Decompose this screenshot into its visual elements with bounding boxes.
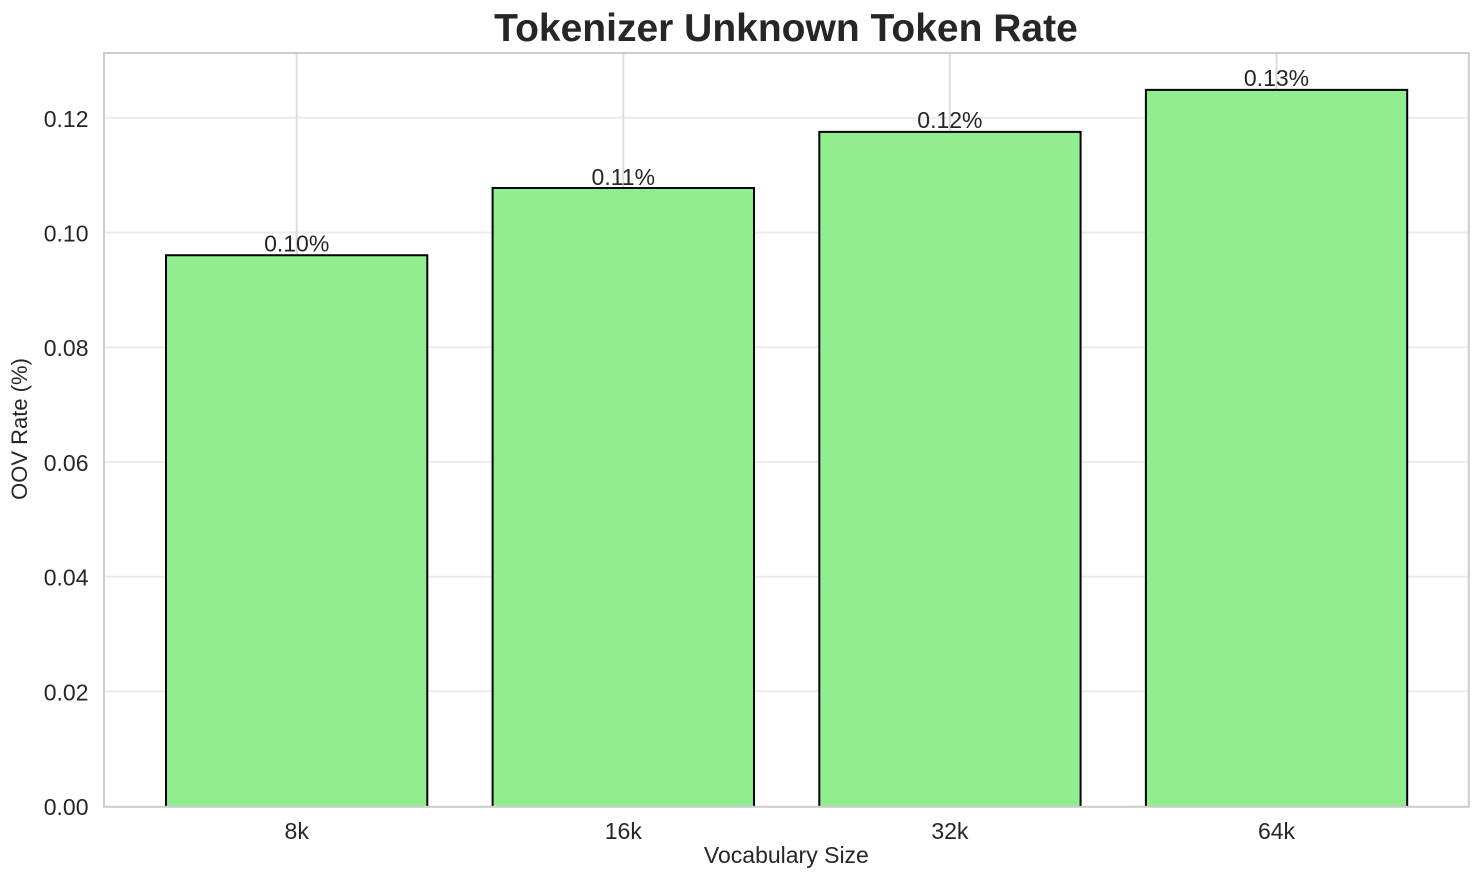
svg-text:0.00: 0.00 (44, 794, 89, 820)
svg-text:0.12: 0.12 (44, 106, 89, 132)
svg-text:0.10: 0.10 (44, 221, 89, 247)
svg-text:0.04: 0.04 (44, 565, 89, 591)
svg-text:32k: 32k (931, 818, 969, 844)
svg-text:0.12%: 0.12% (917, 107, 982, 133)
svg-text:0.13%: 0.13% (1244, 65, 1309, 91)
svg-text:0.11%: 0.11% (592, 164, 656, 190)
svg-text:8k: 8k (285, 818, 310, 844)
svg-text:Tokenizer Unknown Token Rate: Tokenizer Unknown Token Rate (494, 7, 1078, 50)
svg-text:0.02: 0.02 (44, 679, 89, 705)
svg-text:0.10%: 0.10% (264, 230, 329, 256)
svg-text:0.06: 0.06 (44, 450, 89, 476)
svg-text:OOV Rate (%): OOV Rate (%) (7, 358, 32, 500)
svg-text:64k: 64k (1258, 818, 1296, 844)
svg-text:Vocabulary Size: Vocabulary Size (704, 842, 869, 868)
svg-text:0.08: 0.08 (44, 335, 89, 361)
svg-text:16k: 16k (605, 818, 643, 844)
